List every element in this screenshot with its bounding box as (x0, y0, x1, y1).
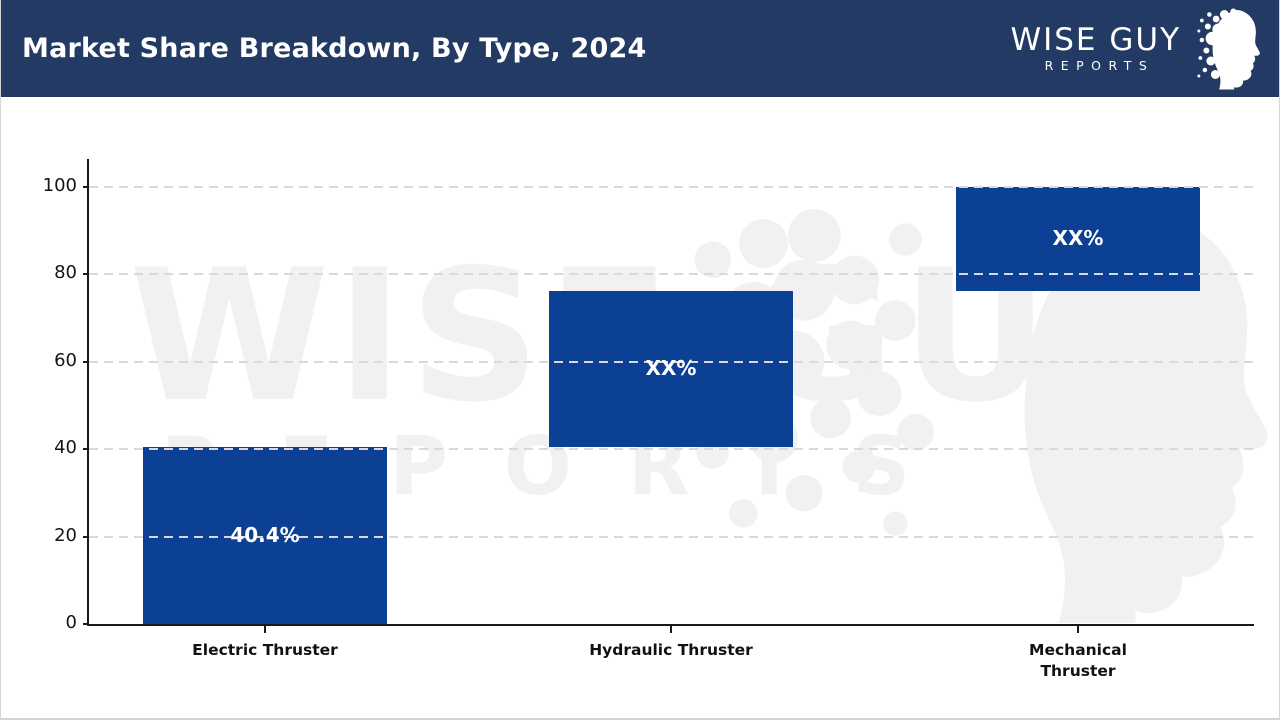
logo-face-icon (1197, 8, 1260, 89)
y-axis-tick-60 (83, 360, 89, 363)
bar-value-label-1: XX% (645, 356, 697, 381)
gridline-80 (89, 273, 1254, 276)
bar-chart: 0 20 40 60 80 100 40.4% Electric Thruster XX% Hyd… (1, 97, 1279, 718)
gridline-20 (89, 535, 1254, 538)
chart-area: WISE GUY REPORTS 0 20 40 60 80 100 4 (1, 97, 1279, 718)
x-category-label-line: Electric Thruster (192, 641, 338, 659)
y-axis-tick-0 (83, 623, 89, 625)
x-axis-tick-2 (1077, 626, 1079, 633)
x-category-label-0: Electric Thruster (135, 640, 395, 661)
y-tick-label-100: 100 (42, 175, 77, 196)
page-title: Market Share Breakdown, By Type, 2024 (22, 33, 647, 64)
y-tick-label-0: 0 (65, 612, 77, 633)
gridline-60 (89, 360, 1254, 363)
y-tick-label-80: 80 (54, 262, 77, 284)
brand-logo: WISE GUY REPORTS (1010, 7, 1269, 91)
logo-wordmark: WISE GUY (1010, 21, 1181, 58)
y-axis-tick-20 (83, 535, 89, 538)
logo-subtext: REPORTS (1044, 58, 1155, 74)
x-category-label-line: Mechanical (1029, 641, 1127, 659)
x-category-label-line: Thruster (1040, 661, 1116, 680)
brand-logo-text: WISE GUY REPORTS (1010, 24, 1181, 74)
x-axis-tick-0 (264, 626, 266, 633)
y-axis-line (87, 159, 89, 626)
x-category-label-line: Hydraulic Thruster (589, 641, 753, 659)
gridline-40 (89, 448, 1254, 451)
bar-value-label-0: 40.4% (230, 522, 300, 547)
header: Market Share Breakdown, By Type, 2024 WI… (1, 0, 1279, 97)
y-axis-tick-100 (83, 186, 89, 188)
y-axis-tick-80 (83, 273, 89, 276)
y-tick-label-20: 20 (54, 524, 77, 546)
x-category-label-2: Mechanical Thruster (948, 640, 1208, 682)
x-axis-line (87, 624, 1254, 626)
y-axis-tick-40 (83, 448, 89, 451)
y-tick-label-60: 60 (54, 349, 77, 371)
x-axis-tick-1 (670, 626, 672, 633)
gridline-100 (89, 186, 1254, 188)
x-category-label-1: Hydraulic Thruster (541, 640, 801, 661)
y-tick-label-40: 40 (54, 437, 77, 459)
bar-value-label-2: XX% (1052, 226, 1104, 250)
